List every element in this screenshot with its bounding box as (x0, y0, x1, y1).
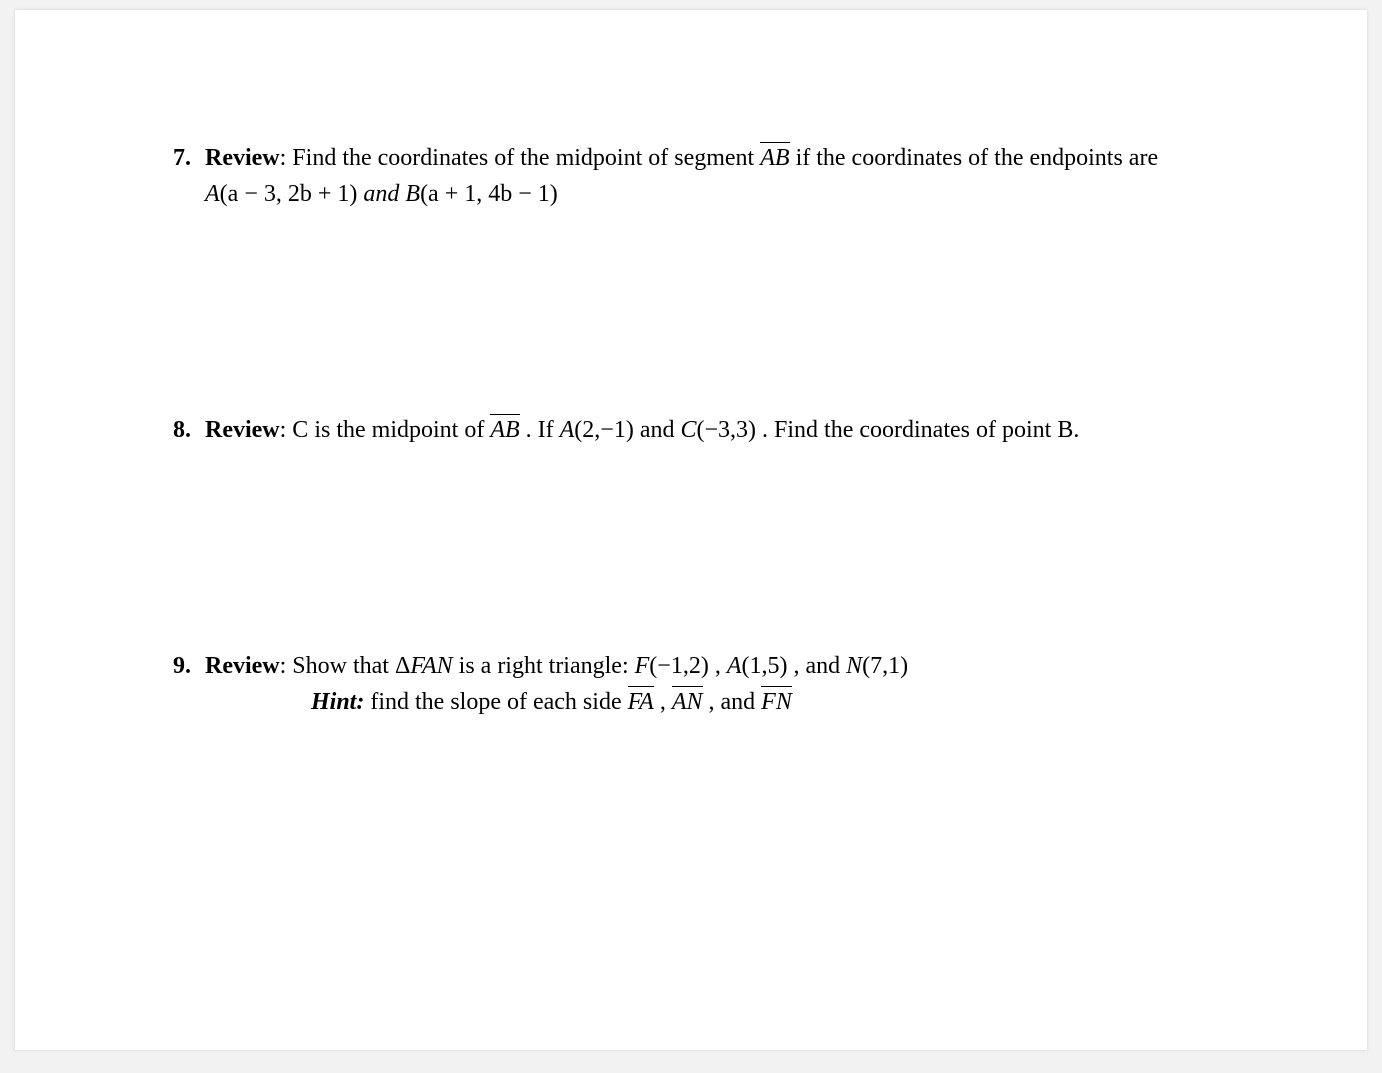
problem-body: Review: C is the midpoint of AB . If A(2… (205, 412, 1265, 448)
segment-AB: AB (760, 140, 789, 176)
spacer (145, 448, 1265, 648)
text: : Show that (280, 653, 395, 679)
problem-body: Review: Find the coordinates of the midp… (205, 140, 1265, 212)
text: : Find the coordinates of the midpoint o… (280, 145, 761, 171)
separator: , and (787, 653, 846, 679)
separator: , (709, 653, 727, 679)
point-F-label: F (635, 653, 650, 679)
problem-number: 7. (145, 140, 205, 176)
segment-AB: AB (490, 412, 519, 448)
text: : C is the midpoint of (280, 417, 491, 443)
page: 7. Review: Find the coordinates of the m… (15, 10, 1367, 1050)
segment-AN: AN (672, 684, 703, 720)
problem-7: 7. Review: Find the coordinates of the m… (145, 140, 1265, 212)
delta-symbol: Δ (395, 653, 410, 679)
text: and (634, 417, 681, 443)
label-review: Review (205, 145, 280, 171)
label-review: Review (205, 653, 280, 679)
point-F-coords: (−1,2) (649, 653, 709, 679)
problem-8: 8. Review: C is the midpoint of AB . If … (145, 412, 1265, 448)
point-A-coords: (1,5) (742, 653, 788, 679)
problem-body: Review: Show that ΔFAN is a right triang… (205, 648, 1265, 720)
hint-label: Hint: (311, 689, 364, 715)
segment-FA: FA (628, 684, 654, 720)
point-A-coords: (2,−1) (574, 417, 634, 443)
point-C-coords: (−3,3) (697, 417, 757, 443)
point-N-coords: (7,1) (862, 653, 908, 679)
text: if the coordinates of the endpoints are (790, 145, 1159, 171)
text: is a right triangle: (453, 653, 635, 679)
hint-line: Hint: find the slope of each side FA , A… (205, 684, 1265, 720)
separator: , (654, 689, 672, 715)
point-B-label: B (405, 181, 420, 207)
and-text: and (357, 181, 405, 207)
point-A-label: A (560, 417, 575, 443)
problem-number: 8. (145, 412, 205, 448)
spacer (145, 212, 1265, 412)
content-area: 7. Review: Find the coordinates of the m… (145, 140, 1265, 720)
point-A-coords: (a − 3, 2b + 1) (220, 181, 358, 207)
segment-FN: FN (761, 684, 792, 720)
problem-9: 9. Review: Show that ΔFAN is a right tri… (145, 648, 1265, 720)
text: . If (520, 417, 560, 443)
point-A-label: A (727, 653, 742, 679)
point-C-label: C (680, 417, 696, 443)
problem-number: 9. (145, 648, 205, 684)
hint-text: find the slope of each side (364, 689, 627, 715)
triangle-name: FAN (410, 653, 452, 679)
separator: , and (703, 689, 762, 715)
point-N-label: N (846, 653, 862, 679)
point-A-label: A (205, 181, 220, 207)
label-review: Review (205, 417, 280, 443)
text: . Find the coordinates of point B. (756, 417, 1079, 443)
point-B-coords: (a + 1, 4b − 1) (420, 181, 558, 207)
